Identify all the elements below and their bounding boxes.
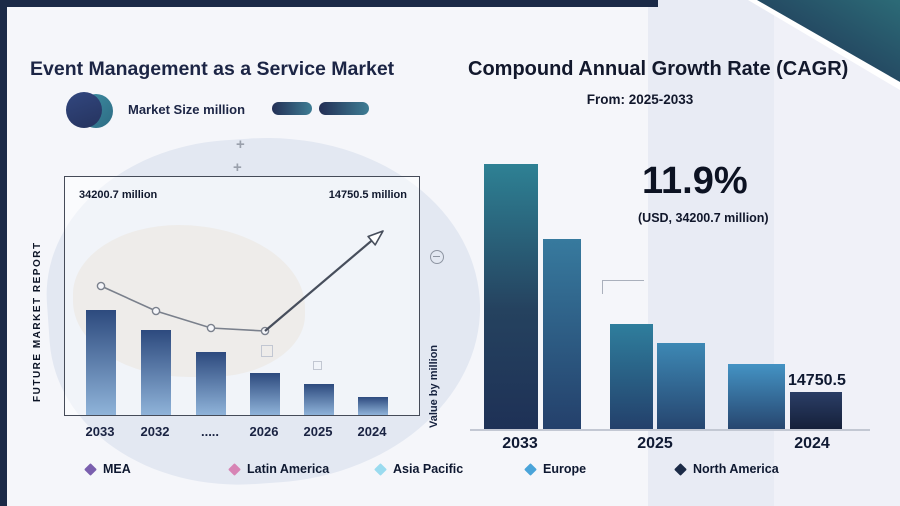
market-size-bar-2033: [86, 310, 116, 415]
square-decor-icon: [313, 361, 322, 370]
cagr-bar-2025-a: [610, 324, 653, 429]
bracket-decor: [602, 280, 644, 294]
legend-diamond-icon: [374, 462, 387, 476]
legend-item-north-america: North America: [674, 462, 779, 476]
legend-item-asia-pacific: Asia Pacific: [374, 462, 464, 476]
future-market-report-label: FUTURE MARKET REPORT: [32, 241, 43, 402]
region-legend: MEA Latin America Asia Pacific Europe North …: [0, 462, 900, 490]
market-size-icon: [66, 92, 116, 132]
cagr-value: 11.9%: [642, 160, 748, 202]
legend-diamond-icon: [524, 462, 537, 476]
gradient-pill-icon: [319, 102, 369, 115]
cagr-x-axis-label-2033: 2033: [502, 435, 538, 452]
x-axis-label-2033: 2033: [85, 424, 115, 439]
legend-label: Europe: [543, 462, 587, 476]
cagr-x-axis: 2033 2025 2024: [470, 435, 870, 457]
plus-icon: +: [236, 136, 245, 153]
legend-diamond-icon: [674, 462, 687, 476]
plus-icon: +: [233, 159, 242, 176]
pie-icon-navy-half: [66, 92, 102, 128]
cagr-x-axis-label-2024: 2024: [794, 435, 830, 452]
legend-diamond-icon: [84, 462, 97, 476]
cagr-bar-2025-b: [657, 343, 705, 429]
cagr-basis: (USD, 34200.7 million): [638, 211, 769, 225]
legend-label: Asia Pacific: [393, 462, 464, 476]
left-accent-strip: [0, 0, 7, 506]
market-size-bar-2025: [304, 384, 334, 415]
gradient-pill-icon: [272, 102, 312, 115]
x-axis-label-2026: 2026: [249, 424, 279, 439]
market-size-x-axis: 2033 2032..... 2026 2025 2024: [64, 424, 420, 444]
cagr-chart: [470, 158, 870, 431]
x-axis-label-dots: .....: [200, 424, 220, 439]
annotation-min-value: 14750.5 million: [328, 189, 407, 201]
market-size-bar-2026: [250, 373, 280, 415]
cagr-bar-2033-a: [484, 164, 538, 429]
market-size-bar-2032: [141, 330, 171, 415]
market-size-bar-dots: [196, 352, 226, 415]
x-axis-label-2024: 2024: [357, 424, 387, 439]
cagr-bar-2024-b: [790, 392, 842, 429]
legend-diamond-icon: [228, 462, 241, 476]
square-decor-icon: [261, 345, 273, 357]
legend-item-latin-america: Latin America: [228, 462, 330, 476]
cagr-x-axis-label-2025: 2025: [637, 435, 673, 452]
legend-item-europe: Europe: [524, 462, 587, 476]
legend-label: Latin America: [247, 462, 330, 476]
legend-label: MEA: [103, 462, 131, 476]
circle-minus-icon: [430, 250, 444, 264]
page-title: Event Management as a Service Market: [30, 58, 395, 80]
market-size-label: Market Size million: [128, 102, 246, 117]
x-axis-label-2032: 2032: [140, 424, 170, 439]
market-size-bars: [65, 177, 419, 415]
cagr-bar-2024-a: [728, 364, 785, 429]
legend-item-mea: MEA: [84, 462, 131, 476]
value-axis-label: Value by million: [428, 344, 440, 428]
bar-value-label: 14750.5: [788, 372, 846, 389]
market-size-chart: 34200.7 million 14750.5 million: [64, 176, 420, 416]
annotation-max-value: 34200.7 million: [79, 189, 158, 201]
cagr-subtitle: From: 2025-2033: [586, 92, 694, 107]
cagr-title: Compound Annual Growth Rate (CAGR): [468, 58, 849, 80]
cagr-bar-2033-b: [543, 239, 581, 429]
market-size-bar-2024: [358, 397, 388, 415]
legend-label: North America: [693, 462, 779, 476]
top-accent-strip: [0, 0, 658, 7]
x-axis-label-2025: 2025: [303, 424, 333, 439]
